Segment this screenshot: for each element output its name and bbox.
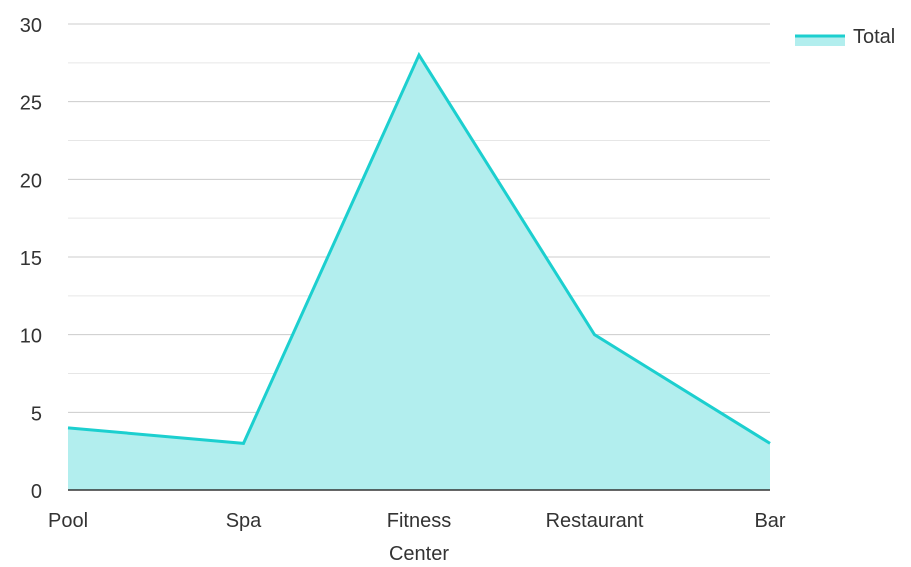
x-tick-label: Restaurant (546, 510, 644, 532)
y-tick-label: 25 (20, 93, 42, 115)
area-layer (67, 51, 771, 491)
y-axis-ticks: 0 5 10 15 20 25 30 (20, 15, 42, 503)
y-tick-label: 30 (20, 15, 42, 37)
area-fill-total (68, 55, 770, 491)
y-tick-label: 0 (31, 481, 42, 503)
x-tick-label: Pool (48, 510, 88, 532)
y-tick-label: 10 (20, 326, 42, 348)
x-tick-label: Spa (226, 510, 262, 532)
legend-label-total[interactable]: Total (853, 26, 895, 48)
y-tick-label: 20 (20, 170, 42, 192)
x-tick-label: Fitness Center (387, 510, 451, 562)
x-tick-label: Bar (754, 510, 785, 532)
legend[interactable]: Total (795, 26, 895, 48)
y-tick-label: 5 (31, 403, 42, 425)
series-line-total (67, 51, 771, 445)
x-axis-ticks: Pool Spa Fitness Center Restaurant Bar (48, 510, 786, 565)
legend-swatch-total[interactable] (795, 36, 845, 46)
y-tick-label: 15 (20, 248, 42, 270)
